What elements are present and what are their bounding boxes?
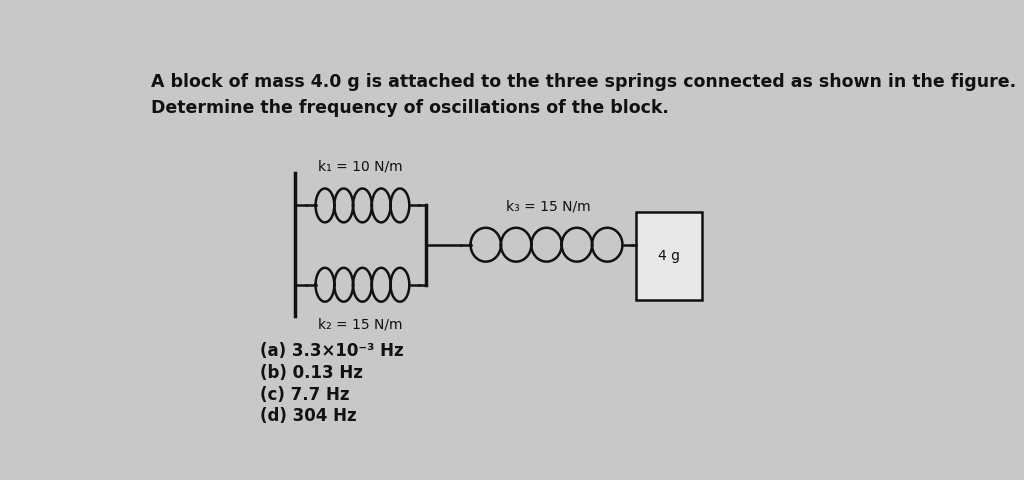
Text: k₃ = 15 N/m: k₃ = 15 N/m (506, 200, 591, 214)
Bar (636, 212, 701, 300)
Text: (d) 304 Hz: (d) 304 Hz (260, 407, 356, 425)
Text: k₂ = 15 N/m: k₂ = 15 N/m (318, 317, 402, 331)
Text: (b) 0.13 Hz: (b) 0.13 Hz (260, 364, 362, 382)
Text: k₁ = 10 N/m: k₁ = 10 N/m (318, 159, 402, 173)
Text: 4 g: 4 g (657, 249, 680, 263)
Text: A block of mass 4.0 g is attached to the three springs connected as shown in the: A block of mass 4.0 g is attached to the… (152, 73, 1017, 118)
Text: (c) 7.7 Hz: (c) 7.7 Hz (260, 385, 349, 404)
Text: (a) 3.3×10⁻³ Hz: (a) 3.3×10⁻³ Hz (260, 343, 403, 360)
